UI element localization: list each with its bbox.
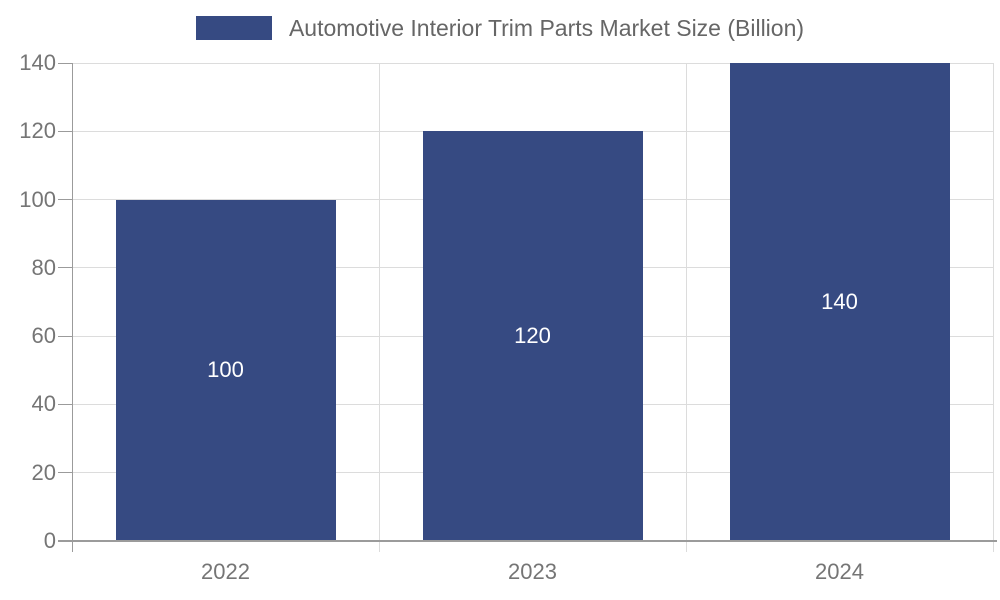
y-tick xyxy=(58,62,72,64)
bar-value-label: 140 xyxy=(821,289,858,314)
x-gridline xyxy=(685,63,687,552)
legend-label: Automotive Interior Trim Parts Market Si… xyxy=(288,15,805,41)
x-gridline xyxy=(378,63,380,552)
y-tick-label: 140 xyxy=(19,50,56,75)
y-axis-line xyxy=(71,63,73,552)
y-tick xyxy=(58,130,72,132)
y-tick xyxy=(58,199,72,201)
y-tick xyxy=(58,335,72,337)
x-gridline xyxy=(992,63,994,552)
y-tick-label: 60 xyxy=(31,323,56,349)
bar-2024[interactable] xyxy=(729,63,950,541)
bar-2022[interactable] xyxy=(115,199,336,541)
y-tick-label: 40 xyxy=(31,391,56,417)
y-tick-label: 100 xyxy=(19,186,56,212)
x-tick-label: 2022 xyxy=(201,559,250,584)
legend-swatch xyxy=(195,16,272,40)
y-tick-label: 80 xyxy=(31,254,56,280)
y-gridline xyxy=(72,62,993,64)
y-tick xyxy=(58,403,72,405)
x-axis-line xyxy=(58,540,997,542)
y-tick xyxy=(58,267,72,269)
y-tick-label: 120 xyxy=(19,118,56,144)
x-tick-label: 2024 xyxy=(815,559,864,584)
x-tick-label: 2023 xyxy=(508,559,557,584)
y-tick-label: 0 xyxy=(43,528,56,553)
y-tick xyxy=(58,472,72,474)
bar-value-label: 100 xyxy=(207,357,244,383)
bar-value-label: 120 xyxy=(514,323,551,349)
y-tick-label: 20 xyxy=(31,459,56,485)
bar-2023[interactable] xyxy=(422,131,643,541)
chart-legend[interactable]: Automotive Interior Trim Parts Market Si… xyxy=(0,15,1000,41)
